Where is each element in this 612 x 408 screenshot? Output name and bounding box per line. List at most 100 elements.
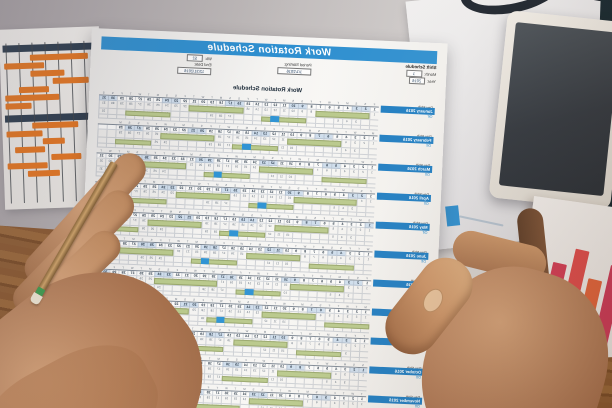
day-cell bbox=[312, 384, 322, 390]
shift-change-marker bbox=[244, 289, 254, 296]
day-cell bbox=[169, 146, 179, 151]
day-cell: 4 bbox=[329, 400, 339, 408]
day-cell bbox=[147, 232, 157, 237]
day-cell bbox=[161, 117, 171, 122]
day-cell bbox=[216, 293, 227, 299]
day-cell bbox=[318, 240, 328, 245]
day-cell bbox=[228, 236, 238, 241]
day-cell bbox=[274, 209, 284, 214]
day-cell bbox=[127, 260, 138, 266]
gantt-orange-bar bbox=[42, 137, 65, 145]
day-cell bbox=[348, 183, 358, 188]
day-cell bbox=[172, 262, 183, 268]
day-cell bbox=[273, 238, 283, 243]
day-cell bbox=[331, 153, 341, 158]
gantt-orange-bar bbox=[32, 121, 79, 129]
day-cell bbox=[278, 325, 288, 330]
shift-change-marker bbox=[213, 171, 223, 178]
day-cell bbox=[299, 268, 309, 273]
day-cell bbox=[332, 124, 342, 129]
day-cell bbox=[206, 322, 216, 327]
day-cell bbox=[287, 122, 297, 128]
day-cell bbox=[230, 178, 241, 183]
day-cell bbox=[277, 151, 287, 156]
tablet bbox=[488, 10, 612, 210]
day-cell bbox=[175, 204, 185, 210]
gantt-orange-bar bbox=[15, 146, 46, 154]
day-cell bbox=[242, 120, 252, 126]
day-cell bbox=[252, 295, 263, 300]
day-cell bbox=[232, 149, 242, 154]
gantt-header-band bbox=[2, 42, 96, 53]
day-cell bbox=[165, 233, 175, 238]
gantt-orange-bar bbox=[18, 86, 50, 94]
day-cell bbox=[323, 327, 334, 332]
day-cell bbox=[163, 262, 174, 267]
day-cell bbox=[196, 147, 206, 153]
day-cell bbox=[314, 327, 325, 332]
day-cell bbox=[310, 210, 321, 216]
day-cell bbox=[187, 147, 197, 152]
day-cell bbox=[362, 271, 372, 276]
year-label: Year: bbox=[426, 78, 437, 85]
day-cell bbox=[300, 239, 310, 244]
day-cell bbox=[204, 380, 214, 385]
day-cell bbox=[245, 265, 255, 271]
month-label-column: April 2016Day ShiftNight ShiftOff bbox=[374, 191, 432, 221]
day-cell bbox=[149, 174, 159, 180]
day-cell bbox=[96, 143, 107, 148]
day-cell bbox=[219, 235, 229, 241]
day-cell bbox=[326, 269, 336, 274]
end-date-box: 12/31/2016 bbox=[177, 66, 212, 76]
day-cell bbox=[334, 298, 344, 304]
day-cell bbox=[191, 263, 201, 268]
day-cell bbox=[210, 235, 220, 240]
day-cell bbox=[331, 356, 341, 362]
day-cell bbox=[116, 115, 126, 120]
shift-change-marker bbox=[200, 258, 210, 265]
day-cell bbox=[118, 260, 129, 265]
day-cell bbox=[264, 237, 274, 243]
day-cell bbox=[358, 154, 368, 160]
day-cell bbox=[265, 208, 275, 214]
day-cell bbox=[167, 175, 177, 180]
day-cell bbox=[301, 210, 312, 215]
day-cell bbox=[359, 328, 370, 334]
day-cell bbox=[234, 294, 245, 299]
day-cell bbox=[349, 154, 359, 159]
day-cell bbox=[98, 114, 108, 119]
day-cell bbox=[176, 175, 186, 181]
day-cell bbox=[159, 146, 170, 151]
day-cell bbox=[250, 150, 260, 155]
day-cell bbox=[328, 211, 339, 216]
day-cell bbox=[313, 152, 323, 158]
day-cell bbox=[266, 179, 277, 185]
day-cell bbox=[368, 126, 378, 131]
day-cell bbox=[223, 352, 233, 357]
day-cell bbox=[327, 240, 337, 245]
day-cell bbox=[286, 151, 296, 156]
day-cell bbox=[251, 324, 261, 329]
day-cell bbox=[205, 351, 215, 356]
day-cell bbox=[207, 293, 217, 298]
shift-change-marker bbox=[241, 144, 251, 150]
day-cell bbox=[344, 270, 354, 275]
day-cell bbox=[107, 114, 117, 120]
day-cell bbox=[123, 144, 134, 149]
day-cell bbox=[188, 321, 198, 326]
day-cell bbox=[278, 122, 288, 127]
day-cell bbox=[269, 121, 279, 127]
day-cell bbox=[359, 125, 369, 131]
day-cell bbox=[232, 352, 242, 357]
day-cell bbox=[321, 182, 331, 187]
day-cell bbox=[358, 357, 368, 363]
day-cell bbox=[341, 328, 352, 333]
day-cell bbox=[283, 209, 293, 214]
day-cell bbox=[240, 381, 250, 387]
gantt-orange-bar bbox=[4, 62, 45, 70]
day-cell bbox=[246, 236, 256, 242]
day-cell bbox=[259, 150, 269, 155]
day-cell bbox=[305, 123, 315, 128]
day-cell bbox=[156, 233, 166, 238]
